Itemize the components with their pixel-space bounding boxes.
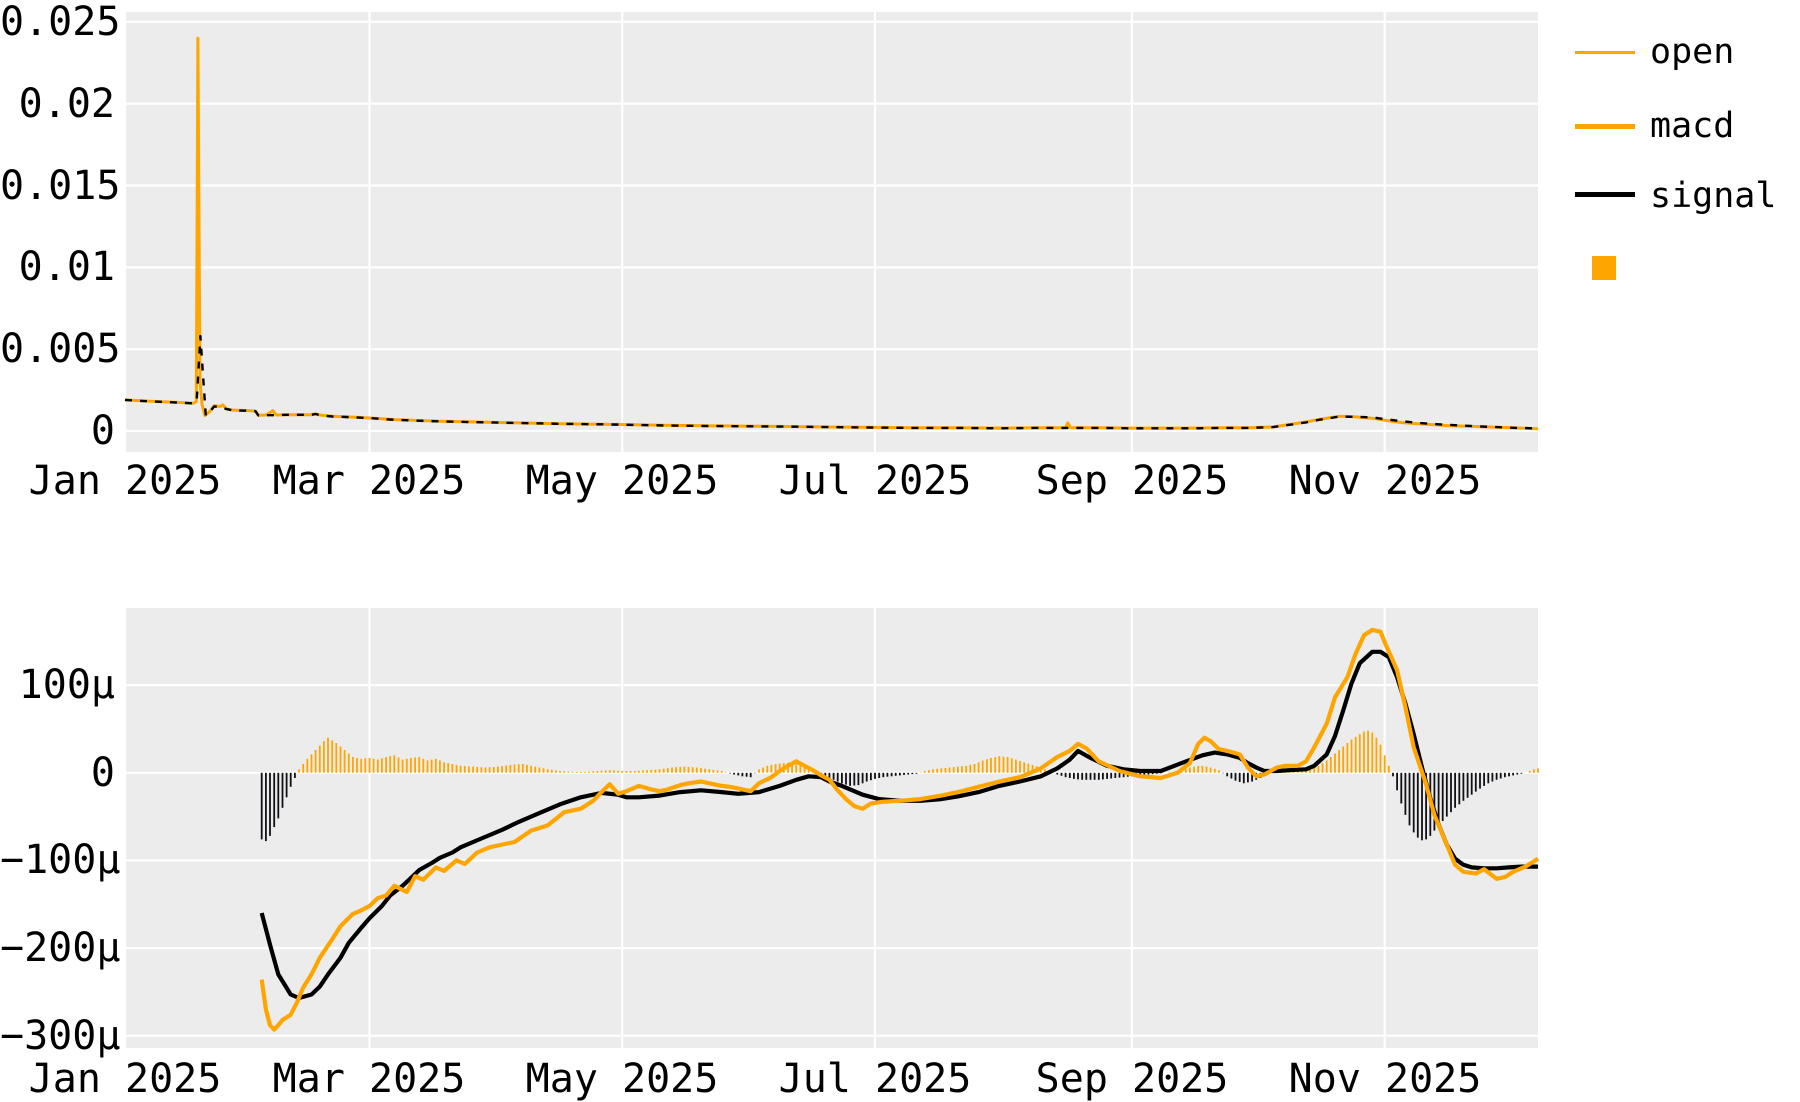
series-macd (259, 627, 1540, 1032)
x-tick-label: Sep 2025 (1035, 1056, 1229, 1102)
signal-line-sample (1575, 192, 1635, 197)
y-tick-label: 0.01 (18, 244, 115, 290)
y-tick-label: 0.005 (0, 326, 121, 372)
price-panel (123, 12, 1539, 452)
y-tick-label: 0.025 (0, 0, 121, 45)
macd-histogram (260, 730, 1539, 842)
x-tick-label: Nov 2025 (1288, 458, 1482, 504)
series-signal (259, 649, 1538, 1001)
y-tick-label: 0 (90, 408, 115, 454)
series-open-dark-dashes (124, 334, 1539, 430)
x-tick-label: May 2025 (525, 1056, 719, 1102)
histogram-swatch-icon (1592, 256, 1616, 280)
y-tick-label: −200µ (0, 925, 121, 971)
legend-label-macd: macd (1650, 106, 1735, 146)
x-tick-label: Jan 2025 (28, 458, 222, 504)
y-tick-label: −300µ (0, 1013, 121, 1059)
y-tick-label: −100µ (0, 837, 121, 883)
x-tick-label: Mar 2025 (272, 1056, 466, 1102)
macd-line-sample (1575, 124, 1635, 129)
y-tick-label: 0.015 (0, 163, 121, 209)
x-tick-label: Jan 2025 (28, 1056, 222, 1102)
x-tick-label: May 2025 (525, 458, 719, 504)
y-tick-label: 0 (90, 750, 115, 796)
legend-label-signal: signal (1650, 176, 1777, 216)
x-tick-label: Jul 2025 (778, 458, 972, 504)
panel-background (125, 608, 1538, 1048)
macd-panel (123, 608, 1540, 1048)
x-tick-label: Nov 2025 (1288, 1056, 1482, 1102)
x-tick-label: Sep 2025 (1035, 458, 1229, 504)
x-tick-label: Mar 2025 (272, 458, 466, 504)
y-tick-label: 0.02 (18, 81, 115, 127)
panel-background (125, 12, 1538, 452)
open-line-sample (1575, 51, 1635, 54)
x-tick-label: Jul 2025 (778, 1056, 972, 1102)
legend-label-open: open (1650, 32, 1735, 72)
y-tick-label: 100µ (18, 662, 115, 708)
